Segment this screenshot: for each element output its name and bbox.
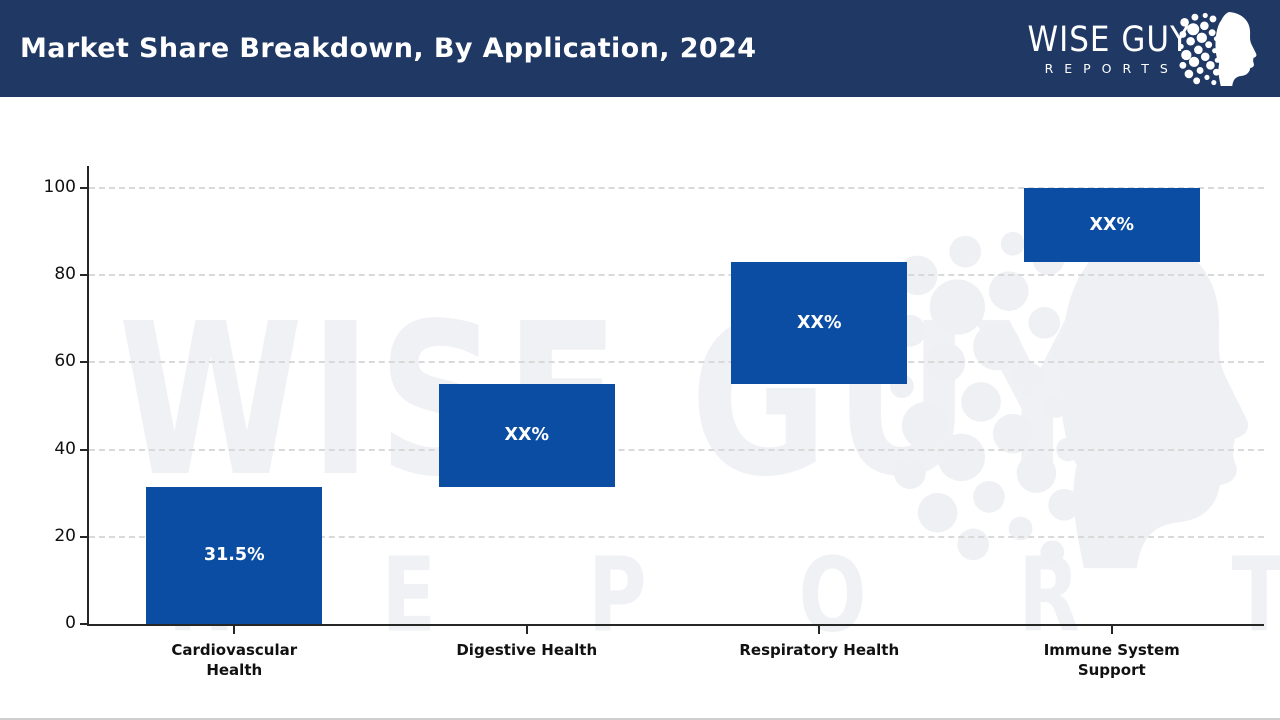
y-tick-mark bbox=[80, 448, 88, 451]
x-axis-category-label: Cardiovascular Health bbox=[171, 641, 298, 680]
footer-divider bbox=[0, 718, 1280, 720]
x-tick-mark bbox=[818, 626, 821, 634]
x-axis-category-label: Respiratory Health bbox=[739, 641, 900, 659]
bar: XX% bbox=[731, 262, 908, 385]
y-axis-tick-label: 80 bbox=[54, 264, 76, 285]
y-axis-tick-label: 60 bbox=[54, 351, 76, 372]
brand-logo: WISE GUY REPORTS bbox=[1027, 8, 1262, 90]
bar: XX% bbox=[438, 384, 615, 487]
gridline bbox=[89, 448, 1264, 451]
page-title: Market Share Breakdown, By Application, … bbox=[20, 33, 757, 64]
bar-value-label: XX% bbox=[504, 425, 550, 446]
x-tick-mark bbox=[233, 626, 236, 634]
brand-subname: REPORTS bbox=[1044, 60, 1179, 76]
y-tick-mark bbox=[80, 187, 88, 189]
y-axis-tick-label: 20 bbox=[54, 525, 76, 546]
x-tick-mark bbox=[525, 626, 528, 634]
bar: 31.5% bbox=[146, 486, 323, 624]
brand-name: WISE GUY bbox=[1027, 19, 1190, 60]
app-header: Market Share Breakdown, By Application, … bbox=[0, 0, 1280, 97]
y-tick-mark bbox=[80, 361, 88, 364]
y-axis-line bbox=[87, 166, 89, 626]
x-axis-line bbox=[87, 624, 1264, 626]
gridline bbox=[89, 361, 1264, 364]
y-axis-tick-label: 100 bbox=[43, 177, 76, 197]
bar: XX% bbox=[1023, 188, 1200, 263]
gridline bbox=[89, 187, 1264, 189]
gridline bbox=[89, 274, 1264, 277]
y-tick-mark bbox=[80, 274, 88, 277]
x-tick-mark bbox=[1110, 626, 1113, 634]
y-tick-mark bbox=[80, 623, 88, 625]
y-axis-tick-label: 0 bbox=[65, 613, 76, 633]
x-axis-category-label: Immune System Support bbox=[1043, 641, 1180, 680]
bar-value-label: XX% bbox=[1089, 215, 1135, 236]
bar-value-label: 31.5% bbox=[203, 545, 265, 566]
gridline bbox=[89, 535, 1264, 538]
x-axis-category-label: Digestive Health bbox=[456, 641, 598, 659]
bar-value-label: XX% bbox=[796, 313, 842, 334]
y-axis-tick-label: 40 bbox=[54, 438, 76, 459]
brand-logo-text: WISE GUY REPORTS bbox=[1027, 19, 1190, 76]
y-tick-mark bbox=[80, 535, 88, 538]
